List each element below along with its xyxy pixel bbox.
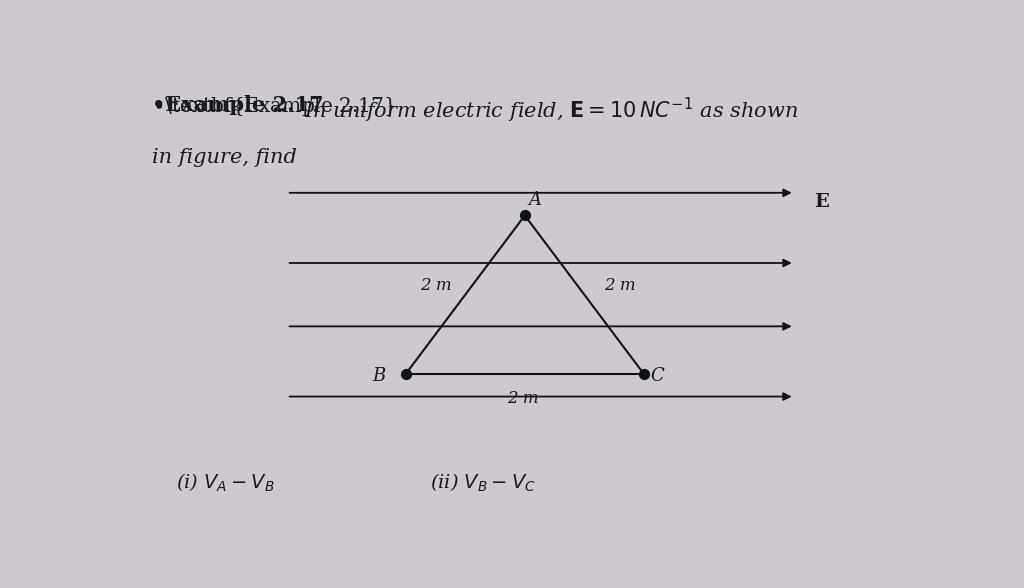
Point <box>636 369 652 379</box>
Text: $\bullet$\textbf{Example 2.17}: $\bullet$\textbf{Example 2.17} <box>152 95 395 118</box>
Text: C: C <box>650 367 664 385</box>
Point <box>397 369 414 379</box>
Text: 2 m: 2 m <box>420 277 452 294</box>
Text: B: B <box>373 367 386 385</box>
Text: A: A <box>528 191 542 209</box>
Text: 2 m: 2 m <box>604 277 636 294</box>
Text: E: E <box>814 193 829 211</box>
Point <box>516 211 532 220</box>
Text: 2 m: 2 m <box>508 390 539 407</box>
Text: In uniform electric field, $\mathbf{E}=10\,NC^{-1}$ as shown: In uniform electric field, $\mathbf{E}=1… <box>291 95 798 125</box>
Text: •Example 2.17: •Example 2.17 <box>152 95 324 115</box>
Text: in figure, find: in figure, find <box>152 148 297 166</box>
Text: (i) $V_A - V_B$: (i) $V_A - V_B$ <box>176 472 274 494</box>
Text: (ii) $V_B - V_C$: (ii) $V_B - V_C$ <box>430 472 536 494</box>
